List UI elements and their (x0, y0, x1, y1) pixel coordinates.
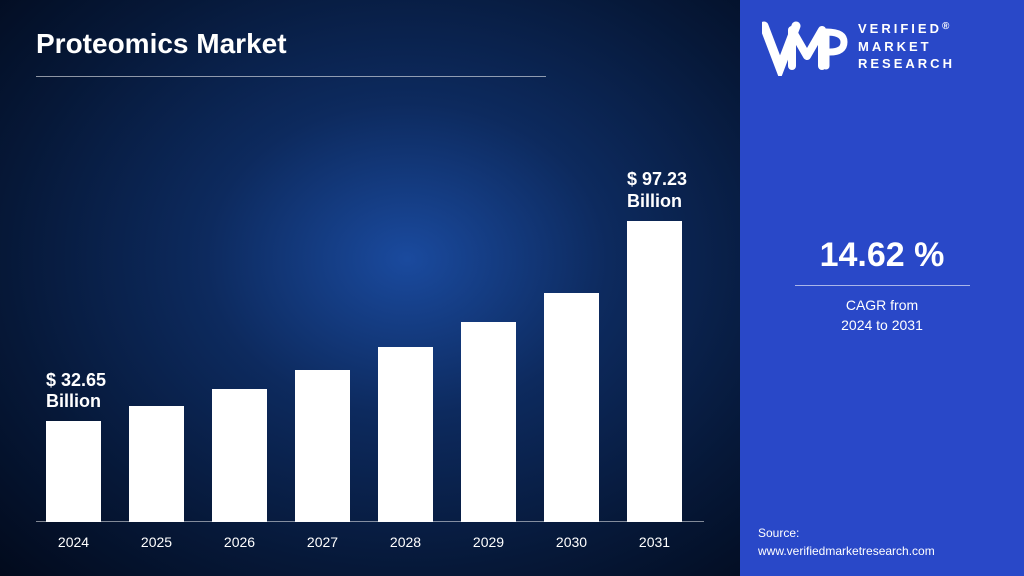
logo-line1: VERIFIED® (858, 20, 955, 38)
bar-wrap: 2025 (129, 406, 184, 522)
cagr-block: 14.62 % CAGR from 2024 to 2031 (795, 236, 970, 335)
logo-line2: MARKET (858, 38, 955, 56)
bar-x-label: 2031 (639, 534, 670, 550)
bar (212, 389, 267, 522)
bar (129, 406, 184, 522)
bar (46, 421, 101, 522)
bar-x-label: 2027 (307, 534, 338, 550)
bar-wrap: 2026 (212, 389, 267, 522)
bar-wrap: 2027 (295, 370, 350, 522)
vmr-logo-icon (762, 20, 848, 76)
bar-x-label: 2030 (556, 534, 587, 550)
chart-panel: Proteomics Market 2024$ 32.65Billion2025… (0, 0, 740, 576)
bar-wrap: 2031$ 97.23Billion (627, 221, 682, 522)
bar (461, 322, 516, 522)
bar-x-label: 2028 (390, 534, 421, 550)
bar (295, 370, 350, 522)
bar-x-label: 2025 (141, 534, 172, 550)
cagr-underline (795, 285, 970, 286)
bar-wrap: 2030 (544, 293, 599, 522)
source-label: Source: (758, 526, 799, 540)
side-panel: VERIFIED® MARKET RESEARCH 14.62 % CAGR f… (740, 0, 1024, 576)
bar (544, 293, 599, 522)
logo-text: VERIFIED® MARKET RESEARCH (858, 20, 955, 73)
logo: VERIFIED® MARKET RESEARCH (758, 20, 1006, 76)
bar-x-label: 2026 (224, 534, 255, 550)
infographic-container: Proteomics Market 2024$ 32.65Billion2025… (0, 0, 1024, 576)
bar-wrap: 2029 (461, 322, 516, 522)
chart-area: 2024$ 32.65Billion2025202620272028202920… (36, 87, 704, 556)
bar-x-label: 2024 (58, 534, 89, 550)
bar (378, 347, 433, 522)
chart-title: Proteomics Market (36, 28, 704, 60)
logo-line3: RESEARCH (858, 55, 955, 73)
bar-wrap: 2024$ 32.65Billion (46, 421, 101, 522)
registered-mark: ® (942, 21, 952, 32)
bar-group: 2024$ 32.65Billion 2025 2026 2027 2028 2029 20… (36, 221, 682, 522)
cagr-label: CAGR from 2024 to 2031 (795, 296, 970, 335)
bar-value-label: $ 32.65Billion (46, 370, 106, 413)
bar-value-label: $ 97.23Billion (627, 169, 687, 212)
source: Source: www.verifiedmarketresearch.com (758, 524, 935, 560)
bar-x-label: 2029 (473, 534, 504, 550)
bar (627, 221, 682, 522)
source-url: www.verifiedmarketresearch.com (758, 544, 935, 558)
title-underline (36, 76, 546, 77)
cagr-value: 14.62 % (795, 236, 970, 275)
bar-wrap: 2028 (378, 347, 433, 522)
